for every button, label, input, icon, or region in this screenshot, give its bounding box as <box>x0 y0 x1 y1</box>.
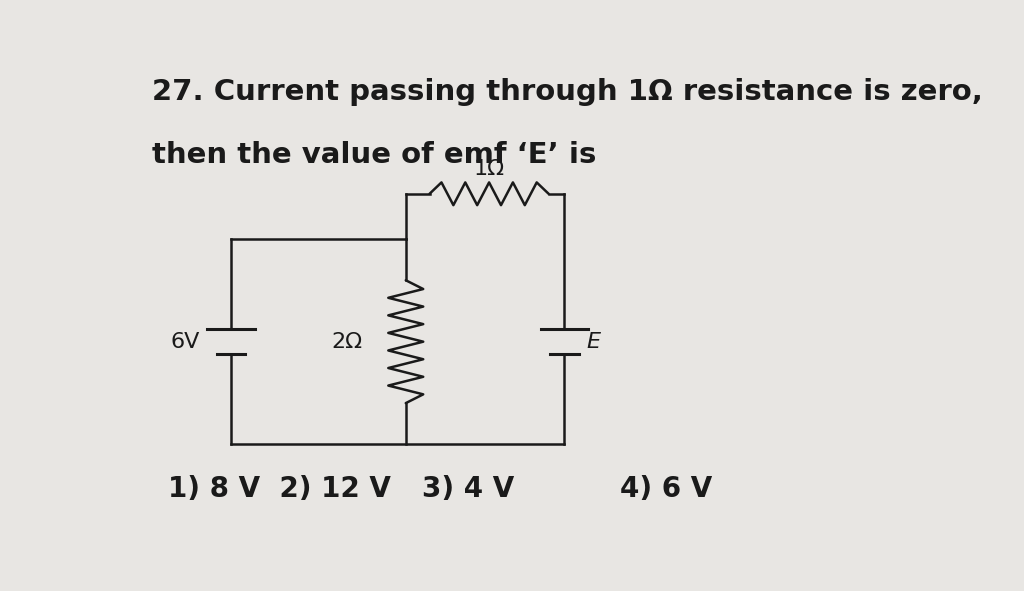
Text: 3) 4 V: 3) 4 V <box>422 475 514 504</box>
Text: 1) 8 V  2) 12 V: 1) 8 V 2) 12 V <box>168 475 390 504</box>
Text: 6V: 6V <box>170 332 200 352</box>
Text: 1Ω: 1Ω <box>473 159 505 179</box>
Text: 2Ω: 2Ω <box>331 332 362 352</box>
Text: 4) 6 V: 4) 6 V <box>620 475 713 504</box>
Text: E: E <box>587 332 601 352</box>
Text: then the value of emf ‘E’ is: then the value of emf ‘E’ is <box>152 141 596 170</box>
Text: 27. Current passing through 1Ω resistance is zero,: 27. Current passing through 1Ω resistanc… <box>152 78 983 106</box>
